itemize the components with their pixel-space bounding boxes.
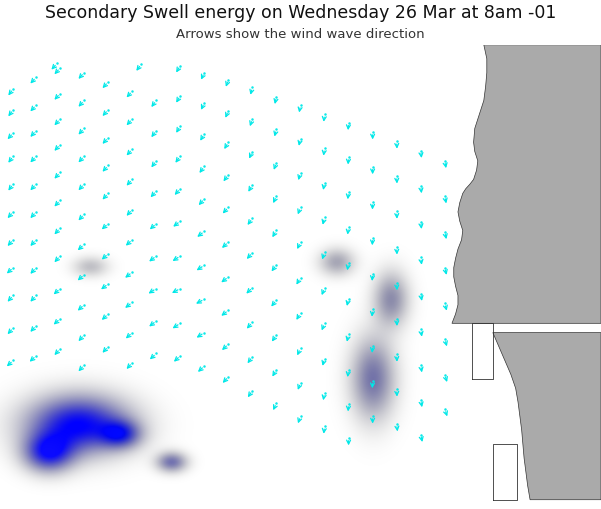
Text: Arrows show the wind wave direction: Arrows show the wind wave direction bbox=[176, 29, 425, 41]
Polygon shape bbox=[493, 332, 601, 500]
Polygon shape bbox=[452, 45, 601, 323]
Text: Secondary Swell energy on Wednesday 26 Mar at 8am -01: Secondary Swell energy on Wednesday 26 M… bbox=[45, 5, 556, 22]
